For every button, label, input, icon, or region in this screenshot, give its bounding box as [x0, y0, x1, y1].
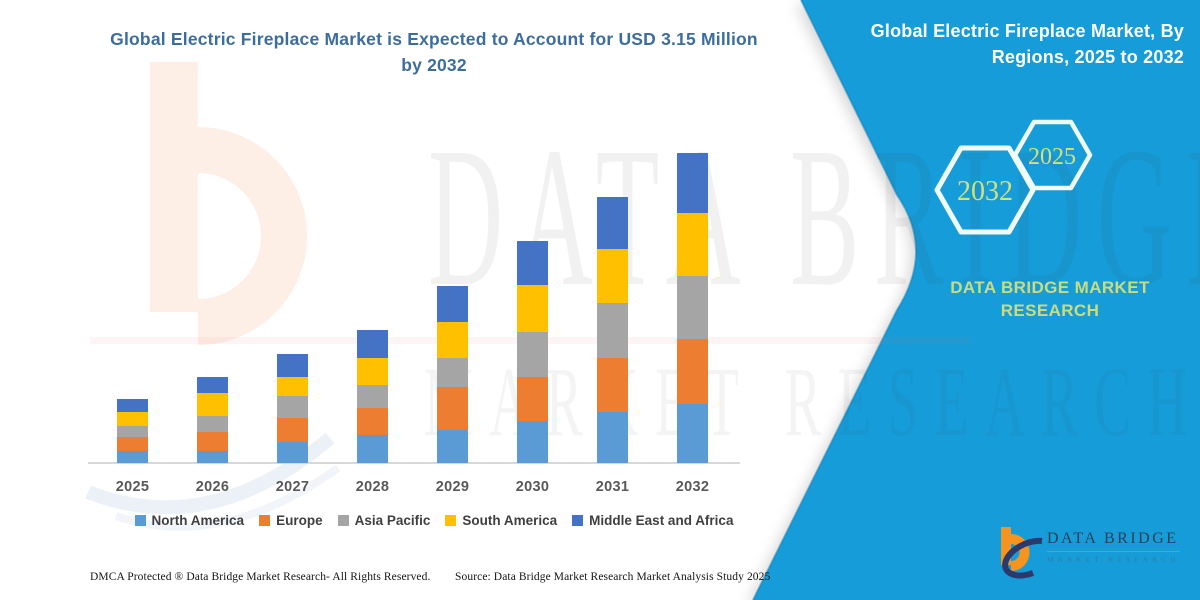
- bar-segment-2029-middle-east-and-africa: [437, 285, 468, 323]
- bar-segment-2029-north-america: [437, 429, 468, 463]
- bar-segment-2029-south-america: [437, 322, 468, 358]
- logo-b-stem: [1001, 527, 1011, 565]
- bar-segment-2027-europe: [277, 417, 308, 443]
- bar-segment-2026-south-america: [197, 393, 228, 416]
- bar-segment-2026-middle-east-and-africa: [197, 377, 228, 394]
- hexagon-2025-outline: [1012, 119, 1093, 191]
- x-axis-label-2027: 2027: [275, 479, 310, 495]
- panel-brand-text: DATA BRIDGE MARKET RESEARCH: [938, 276, 1162, 322]
- bar-segment-2028-europe: [357, 407, 388, 436]
- bar-segment-2031-asia-pacific: [597, 302, 628, 358]
- legend-label: Europe: [276, 513, 323, 528]
- bar-segment-2027-south-america: [277, 377, 308, 397]
- bar-2032: [677, 153, 708, 463]
- bar-segment-2028-north-america: [357, 435, 388, 463]
- x-axis-label-2029: 2029: [435, 479, 470, 495]
- bar-2027: [277, 353, 308, 463]
- bar-segment-2032-north-america: [677, 403, 708, 463]
- logo-b-bowl: [1010, 534, 1030, 571]
- bar-2028: [357, 330, 388, 463]
- panel-brand-line2: RESEARCH: [1000, 301, 1100, 320]
- bar-segment-2032-middle-east-and-africa: [677, 153, 708, 214]
- x-axis-line: [88, 462, 740, 464]
- bar-2029: [437, 285, 468, 463]
- legend-item-middle-east-and-africa: Middle East and Africa: [572, 513, 733, 528]
- legend-label: Asia Pacific: [354, 513, 431, 528]
- bar-segment-2029-europe: [437, 387, 468, 430]
- bar-2030: [517, 240, 548, 463]
- legend-swatch-icon: [572, 515, 584, 526]
- bar-segment-2027-north-america: [277, 442, 308, 463]
- bar-segment-2031-europe: [597, 357, 628, 412]
- legend-label: Middle East and Africa: [589, 513, 734, 528]
- x-axis-label-2030: 2030: [515, 479, 550, 495]
- logo-subtitle-text: MARKET RESEARCH: [1047, 555, 1180, 564]
- bar-segment-2026-europe: [197, 432, 228, 452]
- legend-label: North America: [151, 513, 245, 528]
- legend-label: South America: [462, 513, 558, 528]
- legend-swatch-icon: [337, 515, 349, 526]
- data-bridge-b-icon: [1001, 527, 1043, 579]
- bar-segment-2025-middle-east-and-africa: [117, 399, 148, 412]
- bar-segment-2026-north-america: [197, 451, 228, 463]
- logo-title-text: DATA BRIDGE: [1047, 530, 1180, 552]
- bar-2025: [117, 399, 148, 463]
- hexagon-2032-label: 2032: [957, 176, 1013, 207]
- data-bridge-logo: DATA BRIDGE MARKET RESEARCH: [993, 523, 1193, 585]
- bar-segment-2032-south-america: [677, 213, 708, 277]
- bar-segment-2027-middle-east-and-africa: [277, 353, 308, 378]
- bar-segment-2030-south-america: [517, 284, 548, 333]
- bar-segment-2031-middle-east-and-africa: [597, 197, 628, 250]
- x-axis-label-2026: 2026: [195, 479, 230, 495]
- hexagon-2025-label: 2025: [1028, 144, 1076, 170]
- legend-item-south-america: South America: [445, 513, 557, 528]
- legend-item-north-america: North America: [134, 513, 245, 528]
- bar-segment-2025-asia-pacific: [117, 425, 148, 438]
- legend-item-europe: Europe: [259, 513, 323, 528]
- chart-legend: North America Europe Asia Pacific South Ame…: [88, 513, 780, 528]
- x-axis-label-2025: 2025: [115, 479, 150, 495]
- bar-segment-2027-asia-pacific: [277, 396, 308, 418]
- panel-brand-line1: DATA BRIDGE MARKET: [950, 278, 1150, 297]
- bar-segment-2028-middle-east-and-africa: [357, 330, 388, 358]
- bar-segment-2028-asia-pacific: [357, 385, 388, 408]
- footer-dmca-text: DMCA Protected ® Data Bridge Market Rese…: [90, 571, 431, 583]
- logo-swoosh: [1002, 537, 1043, 579]
- x-axis-label-2028: 2028: [355, 479, 390, 495]
- panel-heading-line2: Regions, 2025 to 2032: [991, 47, 1184, 67]
- bar-segment-2030-asia-pacific: [517, 332, 548, 378]
- bar-segment-2025-europe: [117, 437, 148, 452]
- bar-2026: [197, 377, 228, 463]
- bar-segment-2030-middle-east-and-africa: [517, 240, 548, 285]
- x-axis-label-2032: 2032: [675, 479, 710, 495]
- chart-title-line1: Global Electric Fireplace Market is Expe…: [110, 29, 758, 49]
- chart-title-line2: by 2032: [401, 55, 467, 75]
- bar-segment-2029-asia-pacific: [437, 357, 468, 388]
- bar-segment-2031-north-america: [597, 411, 628, 463]
- bar-2031: [597, 197, 628, 463]
- bar-segment-2028-south-america: [357, 357, 388, 386]
- bar-segment-2030-europe: [517, 377, 548, 421]
- chart-title: Global Electric Fireplace Market is Expe…: [88, 26, 780, 78]
- bar-segment-2032-europe: [677, 338, 708, 404]
- bar-segment-2025-south-america: [117, 411, 148, 426]
- cyan-chevron-edge: [752, 0, 917, 600]
- x-axis-label-2031: 2031: [595, 479, 630, 495]
- bar-segment-2030-north-america: [517, 420, 548, 463]
- bar-segment-2026-asia-pacific: [197, 415, 228, 433]
- bar-segment-2032-asia-pacific: [677, 276, 708, 339]
- bar-segment-2031-south-america: [597, 249, 628, 303]
- legend-swatch-icon: [134, 515, 146, 526]
- panel-heading: Global Electric Fireplace Market, By Reg…: [844, 18, 1184, 70]
- legend-item-asia-pacific: Asia Pacific: [337, 513, 431, 528]
- bar-segment-2025-north-america: [117, 451, 148, 463]
- legend-swatch-icon: [259, 515, 271, 526]
- panel-heading-line1: Global Electric Fireplace Market, By: [870, 21, 1184, 41]
- footer-source-text: Source: Data Bridge Market Research Mark…: [455, 571, 771, 583]
- legend-swatch-icon: [445, 515, 457, 526]
